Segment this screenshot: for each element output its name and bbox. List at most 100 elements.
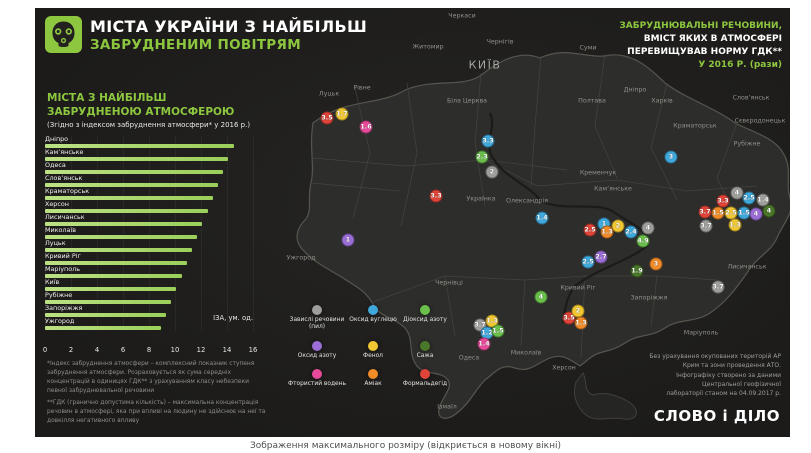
chart-axis-title: ІЗА, ум. од. xyxy=(213,314,253,322)
bar-city-label: Лисичанськ xyxy=(45,213,85,221)
legend-label: Оксид вуглецю xyxy=(349,317,397,323)
ukraine-map xyxy=(296,51,790,420)
bar-city-label: Запоріжжя xyxy=(45,304,83,312)
legend-item-hf: Фтористий водень xyxy=(287,369,347,388)
bar-row: Запоріжжя xyxy=(45,305,259,317)
bar-city-label: Одеса xyxy=(45,161,66,169)
pollutants-heading-line2: ВМІСТ ЯКИХ В АТМОСФЕРІ xyxy=(643,34,782,45)
bar-city-label: Кривий Ріг xyxy=(45,252,81,260)
legend-label: Фенол xyxy=(363,352,383,359)
bar-city-label: Маріуполь xyxy=(45,265,80,273)
bar-value xyxy=(45,209,208,213)
legend-label: Завислі речовини (пил) xyxy=(289,317,345,331)
axis-tick-label: 14 xyxy=(222,346,232,354)
chart-panel-title-line1: МІСТА З НАЙБІЛЬШ xyxy=(47,92,167,104)
legend-item-form: Формальдегід xyxy=(399,369,451,388)
bar-row: Дніпро xyxy=(45,136,259,148)
bar-row: Рубіжне xyxy=(45,292,259,304)
no-legend-dot-icon xyxy=(312,340,322,351)
dust-legend-dot-icon xyxy=(312,305,322,315)
legend-grid: Завислі речовини (пил) Оксид вуглецю Діокс… xyxy=(287,305,451,389)
bar-city-label: Дніпро xyxy=(45,135,69,143)
legend-item-dust: Завислі речовини (пил) xyxy=(287,305,347,332)
credits-line3: Інфографіку створено за даними xyxy=(676,371,781,379)
bar-city-label: Миколаїв xyxy=(45,226,76,234)
infographic-root: МІСТА УКРАЇНИ З НАЙБІЛЬШ ЗАБРУДНЕНИМ ПОВ… xyxy=(35,8,790,437)
legend-item-nh3: Аміак xyxy=(347,369,399,388)
pollutants-heading-line1: ЗАБРУДНЮВАЛЬНІ РЕЧОВИНИ, xyxy=(619,21,782,31)
bar-row: Краматорськ xyxy=(45,188,259,200)
bar-row: Лисичанськ xyxy=(45,214,259,226)
bar-value xyxy=(45,300,172,304)
main-title-line2: ЗАБРУДНЕНИМ ПОВІТРЯМ xyxy=(90,37,301,53)
bar-row: Слов’янськ xyxy=(45,175,259,187)
co-legend-dot-icon xyxy=(368,305,378,315)
bar-value xyxy=(45,183,218,187)
legend-label: Фтористий водень xyxy=(288,381,346,388)
slovo-i-dilo-logo: СЛОВО і ДІЛО xyxy=(653,407,780,425)
chart-panel-title-line2: ЗАБРУДНЕНОЮ АТМОСФЕРОЮ xyxy=(47,105,235,118)
dnipro-river xyxy=(488,112,650,324)
bar-row: Одеса xyxy=(45,162,259,174)
bar-city-label: Київ xyxy=(45,278,60,286)
credits-line5: лабораторії станом на 04.09.2017 р. xyxy=(666,390,781,398)
chart-panel-title: МІСТА З НАЙБІЛЬШ ЗАБРУДНЕНОЮ АТМОСФЕРОЮ xyxy=(47,92,234,119)
crimea-outline xyxy=(573,372,637,420)
bar-value xyxy=(45,170,224,174)
bar-city-label: Рубіжне xyxy=(45,291,73,299)
bar-city-label: Ужгород xyxy=(45,317,75,325)
phenol-legend-dot-icon xyxy=(368,340,378,351)
legend-label: Аміак xyxy=(364,381,382,388)
axis-tick-label: 12 xyxy=(196,346,206,354)
legend-item-no2: Діоксид азоту xyxy=(399,305,451,332)
pollutants-heading: ЗАБРУДНЮВАЛЬНІ РЕЧОВИНИ, ВМІСТ ЯКИХ В АТ… xyxy=(619,20,782,72)
bar-city-label: Луцьк xyxy=(45,239,66,247)
legend-label: Формальдегід xyxy=(402,381,448,388)
pollution-bar-chart: Дніпро Кам’янське Одеса Слов’янськ Краматорс… xyxy=(45,136,259,331)
bar-value xyxy=(45,222,203,226)
bar-value xyxy=(45,274,182,278)
chart-axis: 0 2 4 6 8 10 12 14 16 xyxy=(42,346,257,356)
credits: Без урахування окупованих територій АР К… xyxy=(606,352,781,398)
fullsize-image-link[interactable]: Зображення максимального розміру (відкри… xyxy=(249,441,562,451)
legend-label: Сажа xyxy=(416,352,434,359)
form-legend-dot-icon xyxy=(420,369,430,380)
footnote-gdk: **ГДК (гранично допустима кількість) – м… xyxy=(47,400,266,424)
pollutants-heading-line4: У 2016 Р. (рази) xyxy=(698,60,782,71)
axis-tick-label: 0 xyxy=(42,346,48,354)
bar-value xyxy=(45,313,166,317)
nh3-legend-dot-icon xyxy=(368,369,378,380)
bar-value xyxy=(45,157,229,161)
bar-city-label: Краматорськ xyxy=(45,187,90,195)
bar-city-label: Кам’янське xyxy=(45,148,84,156)
legend-item-phenol: Фенол xyxy=(347,340,399,360)
bar-value xyxy=(45,287,177,291)
axis-tick-label: 2 xyxy=(68,346,74,354)
bar-row: Херсон xyxy=(45,201,259,213)
credits-line4: Центральної геофізичної xyxy=(702,380,781,388)
main-title-line1: МІСТА УКРАЇНИ З НАЙБІЛЬШ xyxy=(90,17,368,36)
axis-tick-label: 8 xyxy=(146,346,152,354)
axis-tick-label: 16 xyxy=(248,346,258,354)
bar-row: Миколаїв xyxy=(45,227,259,239)
bar-row: Ужгород xyxy=(45,318,259,330)
chart-panel-subtitle: (Згідно з індексом забруднення атмосфери… xyxy=(47,121,251,129)
bar-row: Київ xyxy=(45,279,259,291)
ukraine-outline xyxy=(296,51,790,419)
bar-value xyxy=(45,326,161,330)
bar-row: Кривий Ріг xyxy=(45,253,259,265)
bar-city-label: Слов’янськ xyxy=(45,174,83,182)
legend-item-no: Оксид азоту xyxy=(287,340,347,360)
legend-label: Оксид азоту xyxy=(297,352,337,359)
bar-value xyxy=(45,235,198,239)
hf-legend-dot-icon xyxy=(312,369,322,380)
pollutants-heading-line3: ПЕРЕВИЩУВАВ НОРМУ ГДК** xyxy=(627,47,782,58)
soot-legend-dot-icon xyxy=(420,340,430,351)
bar-value xyxy=(45,261,187,265)
bar-value xyxy=(45,196,213,200)
no2-legend-dot-icon xyxy=(420,305,430,315)
bar-row: Луцьк xyxy=(45,240,259,252)
bar-row: Маріуполь xyxy=(45,266,259,278)
legend-item-co: Оксид вуглецю xyxy=(347,305,399,332)
